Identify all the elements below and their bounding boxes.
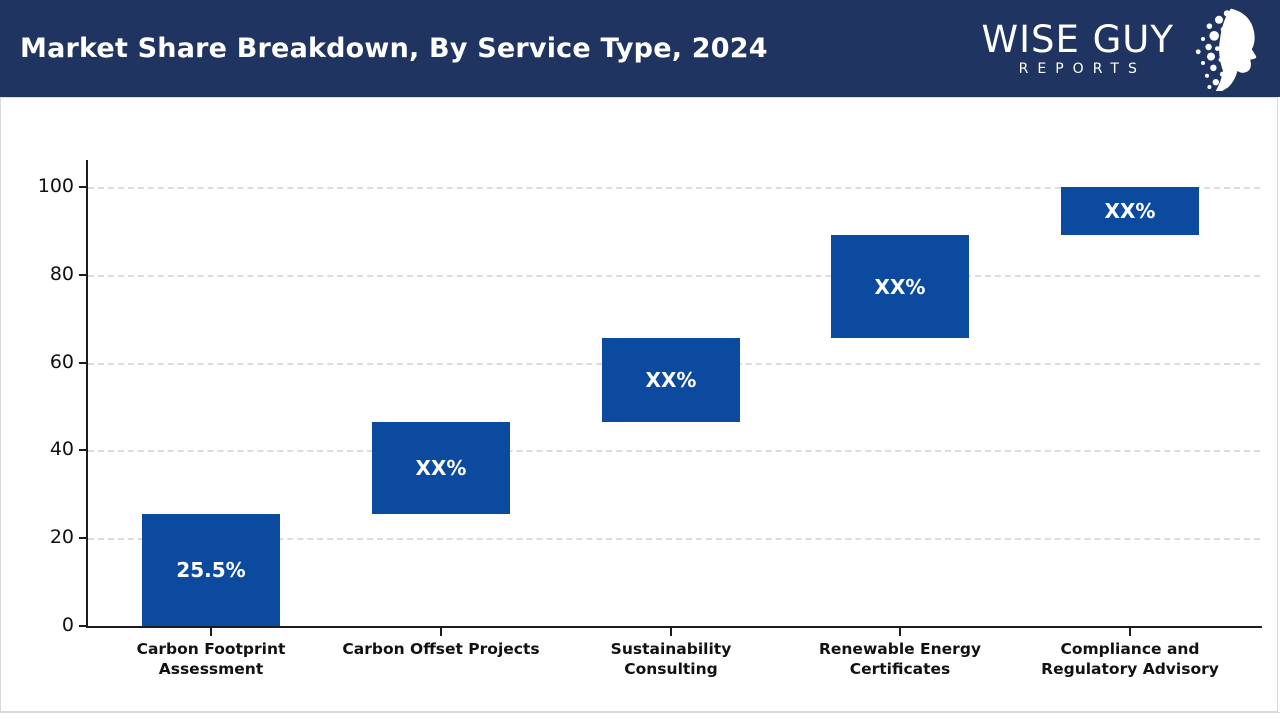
- y-axis-tick: [79, 273, 87, 276]
- grid-line: [88, 450, 1260, 453]
- y-tick-label: 60: [49, 350, 74, 373]
- y-tick-label: 0: [61, 614, 74, 636]
- page-title: Market Share Breakdown, By Service Type,…: [20, 33, 768, 64]
- bar-value-label: 25.5%: [176, 558, 246, 583]
- y-axis-line: [86, 160, 88, 628]
- y-tick-label: 80: [49, 262, 74, 285]
- bar-value-label: XX%: [645, 368, 697, 393]
- bar-segment: XX%: [1061, 187, 1199, 236]
- x-axis-line: [86, 626, 1262, 628]
- brand-logo-text: WISE GUY REPORTS: [982, 21, 1174, 76]
- bar-value-label: XX%: [1104, 199, 1156, 224]
- x-category-label: Renewable Energy Certificates: [818, 640, 982, 678]
- header-band: Market Share Breakdown, By Service Type,…: [0, 0, 1280, 97]
- bar-segment: XX%: [372, 421, 510, 515]
- y-axis-tick: [79, 625, 87, 627]
- grid-line: [88, 274, 1260, 277]
- brand-subname: REPORTS: [1018, 61, 1146, 77]
- x-axis-tick: [210, 628, 212, 636]
- y-tick-label: 20: [49, 526, 74, 549]
- x-axis-tick: [899, 628, 901, 636]
- bar-value-label: XX%: [874, 274, 926, 299]
- x-axis-tick: [440, 628, 442, 636]
- y-axis-tick: [79, 361, 87, 364]
- x-category-label: Carbon Offset Projects: [342, 640, 540, 658]
- bar-segment: 25.5%: [142, 514, 280, 626]
- x-category-label: Sustainability Consulting: [610, 640, 732, 678]
- x-axis-tick: [1129, 628, 1131, 636]
- y-axis-tick: [79, 537, 87, 540]
- bar-segment: XX%: [602, 338, 740, 422]
- x-axis-tick: [670, 628, 672, 636]
- brand-name: WISE GUY: [981, 18, 1174, 61]
- footer-rule: [0, 712, 1280, 713]
- y-axis-tick: [79, 186, 87, 188]
- y-axis-tick: [79, 449, 87, 452]
- bar-value-label: XX%: [415, 455, 467, 480]
- bar-segment: XX%: [831, 235, 969, 339]
- y-tick-label: 100: [37, 175, 74, 197]
- brand-logo: WISE GUY REPORTS: [982, 7, 1280, 91]
- x-category-label: Compliance and Regulatory Advisory: [1041, 640, 1219, 678]
- grid-line: [88, 538, 1260, 541]
- grid-line: [88, 187, 1260, 189]
- x-category-label: Carbon Footprint Assessment: [136, 640, 286, 678]
- brand-face-icon: [1195, 8, 1257, 91]
- y-tick-label: 40: [49, 438, 74, 461]
